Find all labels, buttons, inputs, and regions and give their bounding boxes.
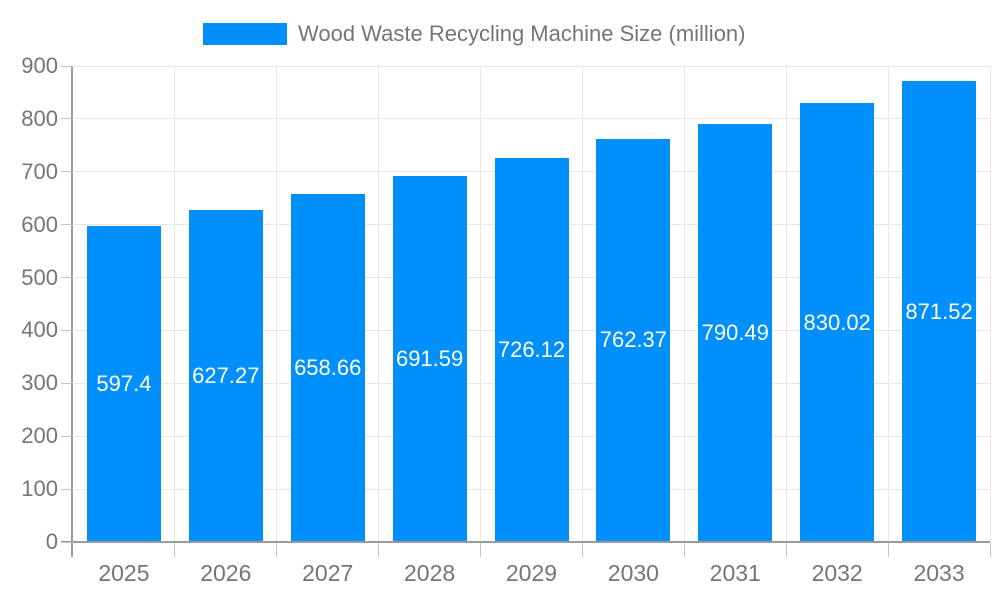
x-axis-line [61, 541, 990, 543]
x-axis-tick [378, 543, 380, 557]
x-axis-tick [785, 543, 787, 557]
vertical-gridline [785, 66, 787, 542]
y-axis-tick [61, 277, 73, 279]
y-axis-tick [61, 329, 73, 331]
vertical-gridline [887, 66, 889, 542]
plot-area: 597.4 627.27 658.66 691.59 726.12 762.37 790.4… [73, 65, 991, 542]
x-axis-label: 2028 [404, 560, 456, 586]
y-axis-tick [61, 171, 73, 173]
y-axis-label: 500 [21, 264, 58, 290]
y-axis-tick [61, 65, 73, 67]
bar-value-label: 658.66 [294, 354, 362, 380]
y-axis-label: 900 [21, 53, 58, 78]
vertical-gridline [174, 66, 176, 542]
y-axis-tick [61, 435, 73, 437]
bar-value-label: 627.27 [192, 363, 260, 389]
x-axis-tick [683, 543, 685, 557]
y-axis-tick [61, 488, 73, 490]
y-axis-line [71, 66, 73, 557]
x-axis-tick [887, 543, 889, 557]
x-axis-label: 2026 [200, 560, 252, 586]
vertical-gridline [989, 66, 991, 542]
vertical-gridline [378, 66, 380, 542]
y-axis-label: 200 [21, 423, 58, 449]
bar-value-label: 762.37 [599, 327, 668, 353]
y-axis-tick [61, 118, 73, 120]
x-axis-label: 2025 [98, 560, 150, 586]
legend-swatch [203, 23, 287, 45]
horizontal-gridline [73, 118, 990, 120]
legend-item[interactable]: Wood Waste Recycling Machine Size (milli… [203, 20, 746, 48]
x-axis-label: 2033 [913, 560, 965, 586]
bar[interactable]: 762.37 [596, 138, 671, 542]
y-axis-label: 0 [45, 529, 58, 554]
bar-value-label: 830.02 [803, 309, 871, 335]
bar-value-label: 691.59 [395, 346, 464, 372]
y-axis-label: 300 [21, 370, 58, 396]
y-axis-tick [61, 382, 73, 384]
x-axis-tick [480, 543, 482, 557]
vertical-gridline [276, 66, 278, 542]
bar[interactable]: 691.59 [392, 176, 467, 542]
bar-value-label: 597.4 [96, 371, 152, 397]
x-axis-tick [989, 543, 991, 557]
bar-value-label: 871.52 [905, 298, 973, 324]
x-axis-tick [276, 543, 278, 557]
y-axis-tick [61, 541, 73, 543]
y-axis-label: 400 [21, 317, 58, 343]
bar[interactable]: 658.66 [290, 193, 365, 542]
bar[interactable]: 830.02 [800, 103, 875, 542]
x-axis-label: 2032 [811, 560, 863, 586]
legend-label: Wood Waste Recycling Machine Size (milli… [298, 21, 746, 46]
x-axis-label: 2027 [302, 560, 354, 586]
y-axis-label: 100 [21, 476, 58, 502]
y-axis-label: 600 [21, 211, 58, 237]
bar[interactable]: 726.12 [494, 157, 569, 542]
y-axis-tick [61, 224, 73, 226]
x-axis-tick [581, 543, 583, 557]
y-axis-label: 800 [21, 105, 58, 131]
bar[interactable]: 790.49 [698, 123, 773, 542]
bar[interactable]: 597.4 [86, 226, 161, 542]
bar-value-label: 726.12 [497, 336, 566, 362]
vertical-gridline [581, 66, 583, 542]
x-axis-label: 2030 [607, 560, 659, 586]
y-axis-label: 700 [21, 158, 58, 184]
bar-value-label: 790.49 [701, 319, 769, 345]
vertical-gridline [480, 66, 482, 542]
bar[interactable]: 871.52 [902, 81, 977, 542]
x-axis-label: 2029 [505, 560, 558, 586]
bar[interactable]: 627.27 [188, 210, 263, 542]
horizontal-gridline [73, 65, 990, 67]
vertical-gridline [683, 66, 685, 542]
x-axis-tick [174, 543, 176, 557]
x-axis-label: 2031 [709, 560, 761, 586]
